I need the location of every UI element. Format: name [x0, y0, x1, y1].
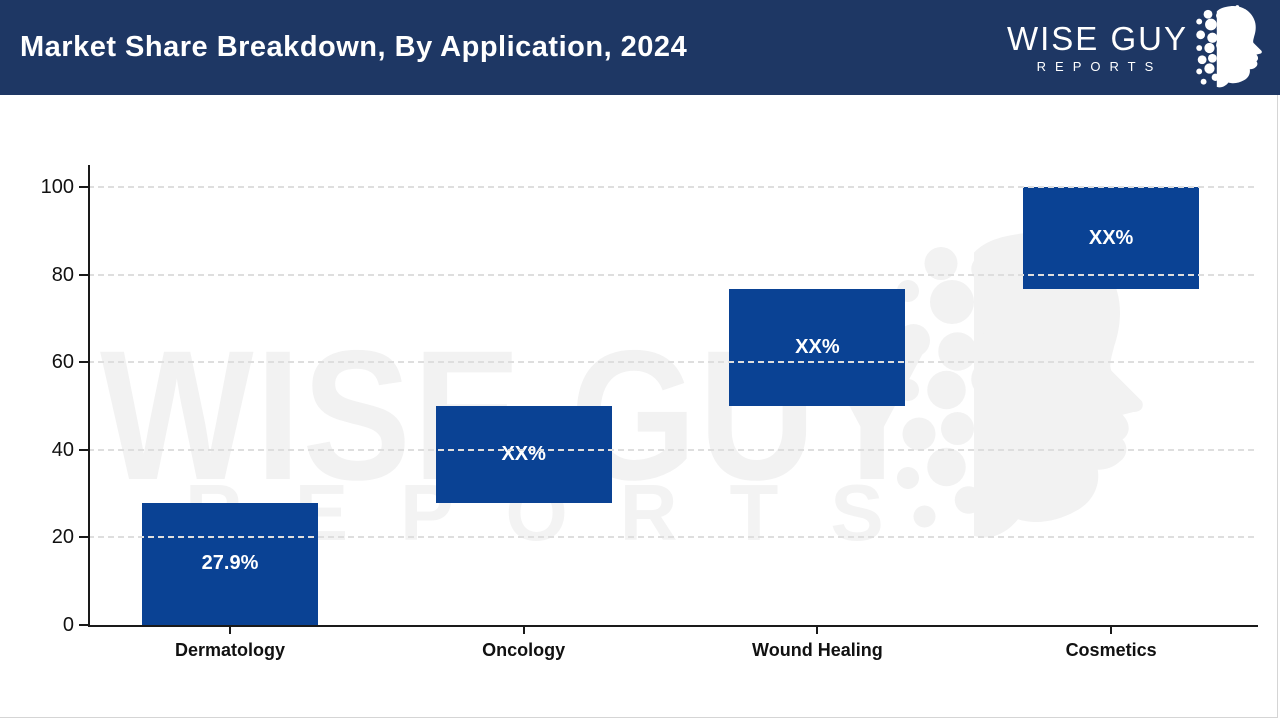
- y-tick-label: 40: [51, 438, 74, 461]
- y-axis-line: [88, 165, 90, 627]
- brand-logo: WISE GUY REPORTS: [1007, 4, 1270, 92]
- y-axis-tick: [79, 536, 88, 539]
- x-axis-tick: [522, 625, 525, 634]
- gridline: [88, 361, 1254, 364]
- y-axis-tick: [79, 624, 88, 626]
- y-tick-label: 60: [51, 351, 74, 374]
- x-category-label: Cosmetics: [1065, 640, 1157, 660]
- bar-cosmetics: XX%: [1023, 187, 1200, 290]
- y-tick-label: 20: [51, 526, 74, 549]
- bar-value-label: XX%: [1088, 226, 1134, 249]
- wise-guy-head-icon: [1190, 4, 1270, 92]
- header-bar: Market Share Breakdown, By Application, …: [0, 0, 1280, 95]
- y-tick-label: 100: [40, 176, 74, 198]
- bar-value-label: 27.9%: [201, 552, 259, 575]
- x-axis-tick: [229, 625, 231, 634]
- bar-oncology: XX%: [435, 406, 612, 503]
- brand-logo-text: WISE GUY REPORTS: [1007, 22, 1188, 74]
- brand-subtitle: REPORTS: [1036, 58, 1163, 74]
- gridline: [88, 273, 1254, 276]
- x-category-label: Wound Healing: [752, 640, 883, 660]
- x-axis-line: [88, 625, 1258, 627]
- x-category-label: Dermatology: [174, 640, 286, 660]
- x-axis-tick: [816, 625, 819, 634]
- y-axis-tick: [79, 361, 88, 364]
- frame-edge-bottom: [0, 717, 1278, 718]
- y-axis-tick: [79, 186, 88, 188]
- y-tick-label: 0: [62, 614, 74, 636]
- gridline: [88, 448, 1254, 451]
- bar-value-label: XX%: [501, 442, 546, 465]
- bar-value-label: XX%: [795, 336, 840, 359]
- y-axis-tick: [79, 273, 88, 276]
- y-axis-tick: [79, 448, 88, 451]
- gridline: [88, 536, 1254, 539]
- x-category-label: Oncology: [482, 640, 566, 660]
- page-title: Market Share Breakdown, By Application, …: [20, 31, 688, 63]
- y-tick-label: 80: [51, 263, 74, 286]
- x-axis-tick: [1110, 625, 1113, 634]
- bar-wound-healing: XX%: [729, 289, 906, 406]
- chart-area: WISE GUY REPORTS 0 20 40 60 80 100 27.9% XX% XX%…: [0, 95, 1280, 720]
- bar-dermatology: 27.9%: [142, 502, 318, 625]
- brand-name: WISE GUY: [1006, 19, 1188, 57]
- gridline: [88, 186, 1254, 188]
- frame-edge-right: [1277, 95, 1278, 718]
